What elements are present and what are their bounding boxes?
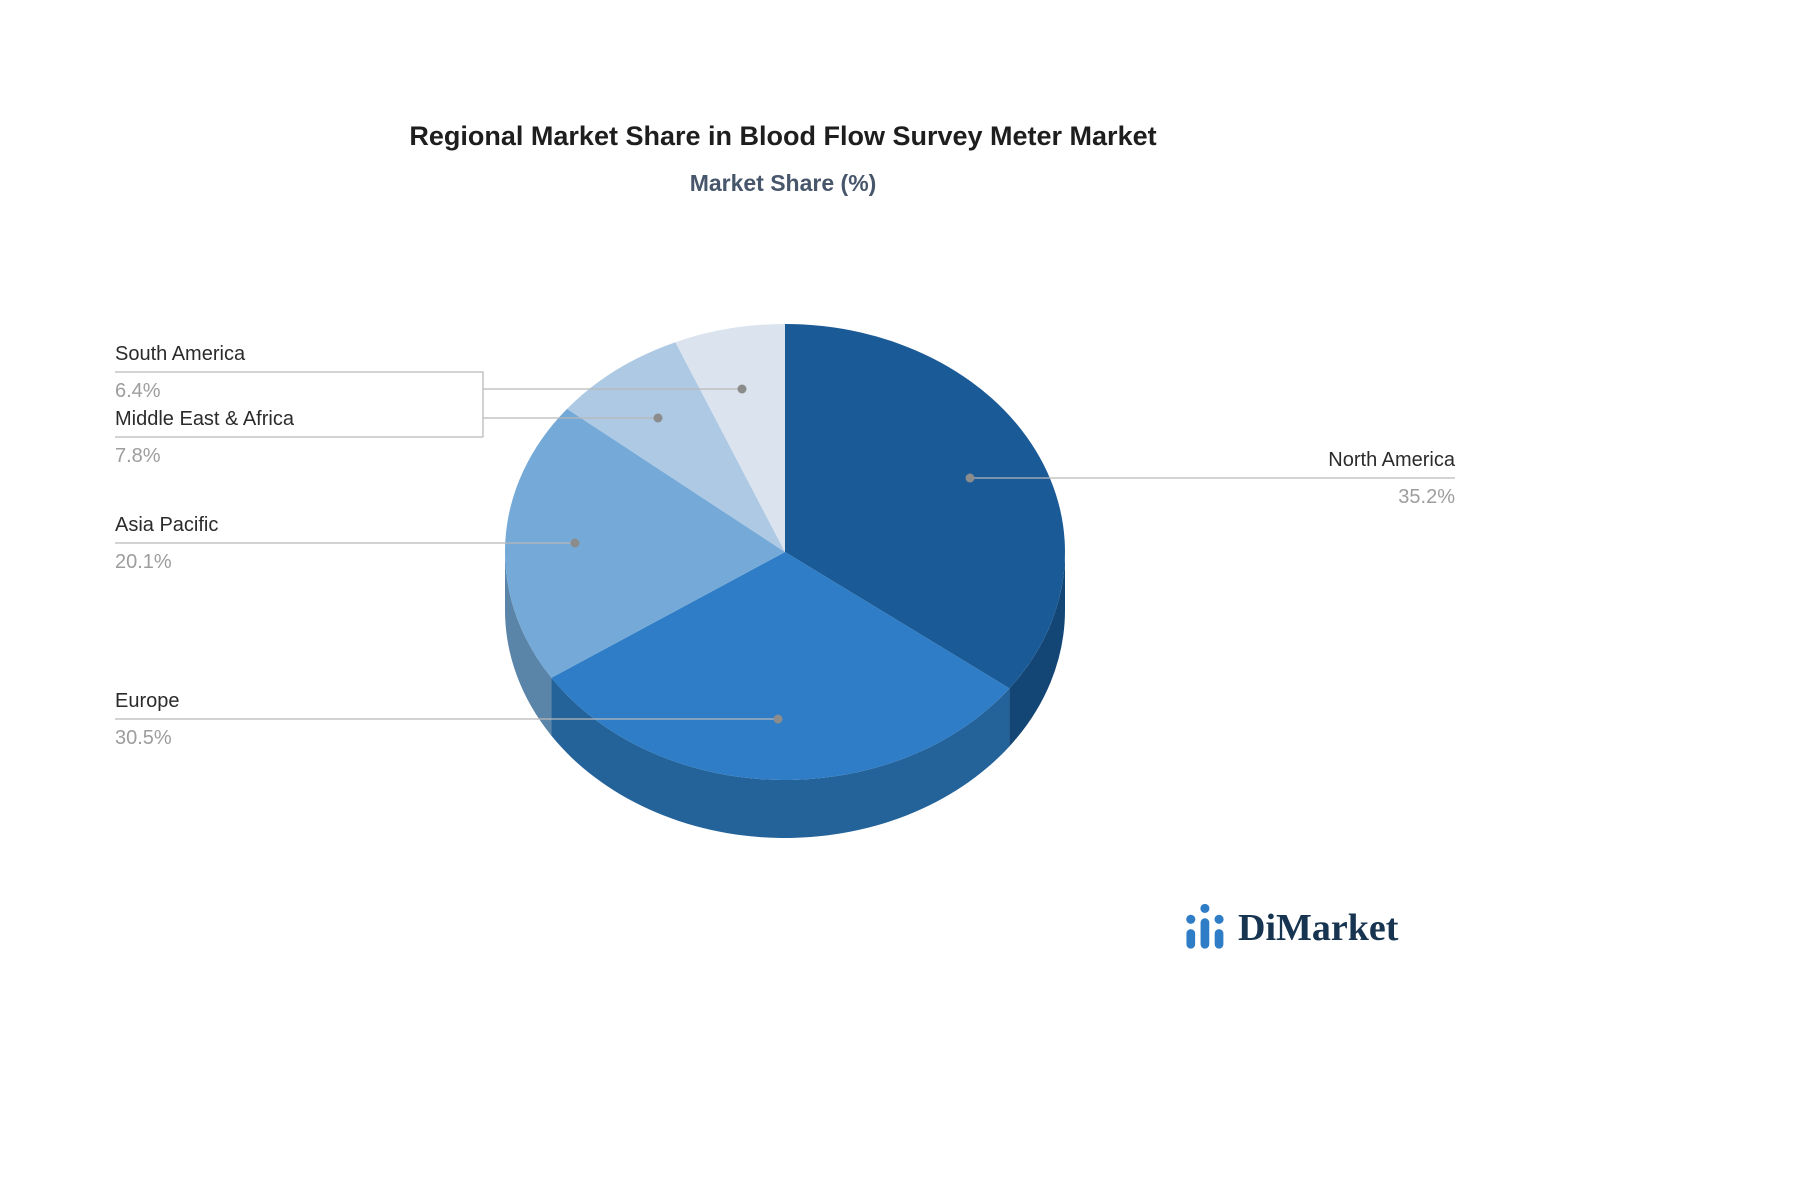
pie-slice-asia-pacific[interactable]: [505, 408, 785, 678]
chart-title: Regional Market Share in Blood Flow Surv…: [409, 121, 1157, 151]
leader-dot-north-america: [965, 473, 975, 483]
pie-slice-side-north-america: [1009, 552, 1065, 747]
pie-slice-side-asia-pacific: [505, 552, 552, 736]
pie-slice-side-europe: [551, 677, 1010, 839]
pie-value-north-america: 35.2%: [1398, 486, 1455, 508]
pie-value-europe: 30.5%: [115, 727, 172, 749]
leader-line-south-america: [115, 371, 484, 437]
pie-value-south-america: 6.4%: [115, 380, 161, 402]
pie-value-asia-pacific: 20.1%: [115, 551, 172, 573]
brand-logo: DiMarket: [1185, 903, 1398, 953]
pie-slice-europe[interactable]: [551, 552, 1010, 781]
bar-chart-icon: [1186, 903, 1224, 949]
chart-subtitle: Market Share (%): [689, 170, 877, 196]
pie-slice-north-america[interactable]: [785, 324, 1065, 689]
pie-label-south-america: South America: [115, 343, 246, 365]
pie-label-north-america: North America: [1328, 449, 1455, 471]
leader-dot-asia-pacific: [570, 538, 580, 548]
pie-label-middle-east-africa: Middle East & Africa: [115, 408, 294, 430]
leader-dot-europe: [773, 714, 783, 724]
pie-value-middle-east-africa: 7.8%: [115, 445, 161, 467]
pie-label-europe: Europe: [115, 690, 180, 712]
pie-slice-middle-east-africa[interactable]: [567, 342, 785, 552]
pie-label-asia-pacific: Asia Pacific: [115, 514, 219, 536]
leader-dot-middle-east-africa: [653, 413, 663, 423]
pie-slice-south-america[interactable]: [675, 324, 785, 552]
brand-name: DiMarket: [1238, 907, 1399, 949]
leader-dot-south-america: [737, 384, 747, 394]
